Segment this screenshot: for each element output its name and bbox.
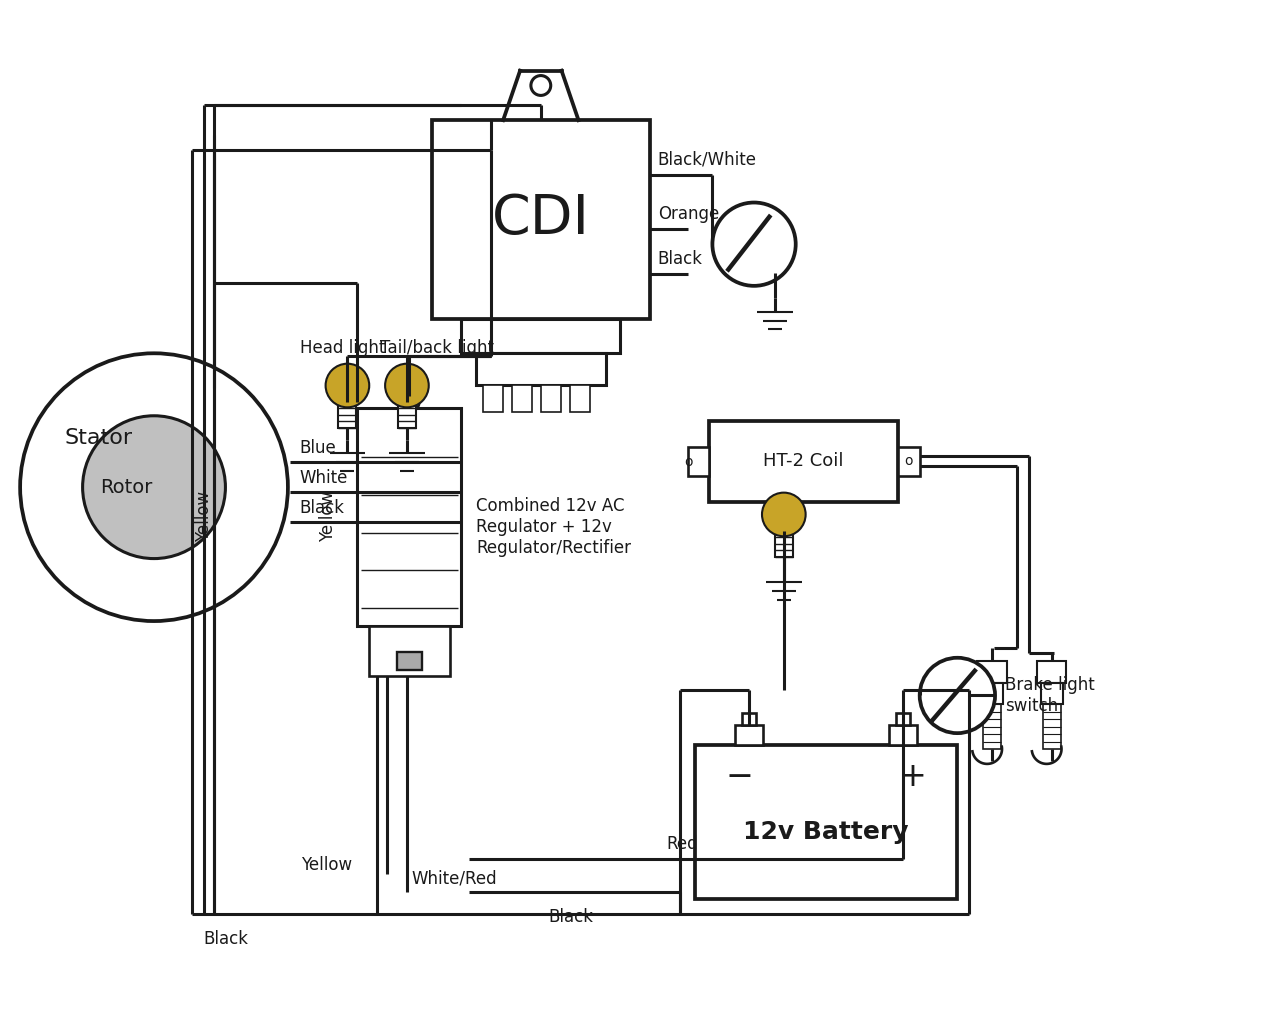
Text: Black: Black: [300, 499, 344, 517]
Text: Yellow: Yellow: [301, 856, 352, 874]
Text: 12v Battery: 12v Battery: [744, 820, 909, 844]
Bar: [1041, 682, 1062, 705]
Bar: [695, 745, 957, 899]
Bar: [896, 713, 910, 725]
Bar: [357, 408, 462, 626]
Text: −: −: [726, 761, 753, 793]
Circle shape: [20, 353, 288, 621]
Text: Tail/back light: Tail/back light: [380, 340, 494, 357]
Circle shape: [762, 492, 805, 536]
Circle shape: [385, 364, 429, 408]
Text: o: o: [905, 455, 913, 469]
Text: Black/White: Black/White: [658, 151, 756, 169]
Text: +: +: [899, 761, 927, 793]
Text: CDI: CDI: [492, 192, 590, 246]
Text: White/Red: White/Red: [412, 870, 498, 888]
Text: Yellow: Yellow: [195, 491, 212, 542]
Circle shape: [713, 202, 796, 286]
Bar: [742, 713, 756, 725]
Text: o: o: [685, 456, 692, 470]
Bar: [888, 725, 916, 745]
Bar: [338, 402, 356, 428]
Bar: [369, 626, 449, 675]
Circle shape: [531, 75, 550, 96]
Bar: [397, 652, 422, 669]
Bar: [1037, 661, 1066, 682]
Text: Blue: Blue: [300, 439, 337, 458]
Circle shape: [325, 364, 369, 408]
Bar: [398, 402, 416, 428]
Text: Stator: Stator: [65, 427, 133, 447]
Bar: [431, 120, 650, 318]
Circle shape: [399, 392, 420, 412]
Bar: [982, 682, 1004, 705]
Bar: [735, 725, 763, 745]
Bar: [687, 446, 709, 476]
Bar: [462, 318, 621, 353]
Bar: [977, 661, 1007, 682]
Text: Black: Black: [204, 930, 248, 948]
Text: Yellow: Yellow: [319, 491, 337, 542]
Text: HT-2 Coil: HT-2 Coil: [763, 453, 844, 471]
Bar: [483, 384, 503, 412]
Text: Red: Red: [667, 835, 698, 853]
Text: Head light: Head light: [300, 340, 385, 357]
Bar: [709, 421, 897, 502]
Bar: [570, 384, 590, 412]
Bar: [983, 705, 1001, 749]
Bar: [1043, 705, 1061, 749]
Text: Combined 12v AC
Regulator + 12v
Regulator/Rectifier: Combined 12v AC Regulator + 12v Regulato…: [476, 497, 631, 556]
Bar: [774, 531, 792, 556]
Text: Black: Black: [548, 908, 593, 925]
Text: Brake light
switch: Brake light switch: [1005, 676, 1094, 715]
Text: Black: Black: [658, 250, 703, 268]
Circle shape: [83, 416, 225, 558]
Bar: [541, 384, 561, 412]
Text: Orange: Orange: [658, 205, 719, 224]
Circle shape: [920, 658, 995, 733]
Bar: [476, 353, 605, 384]
Text: Rotor: Rotor: [100, 478, 152, 496]
Bar: [897, 446, 920, 476]
Bar: [512, 384, 532, 412]
Text: White: White: [300, 469, 348, 487]
